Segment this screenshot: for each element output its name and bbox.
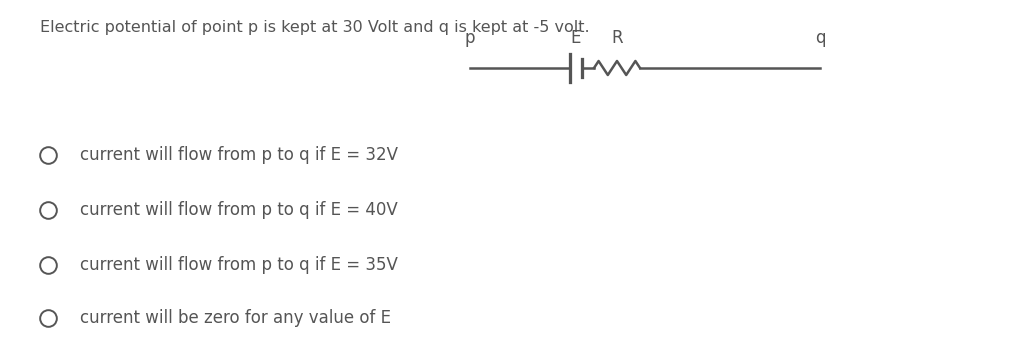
Text: Electric potential of point p is kept at 30 Volt and q is kept at -5 volt.: Electric potential of point p is kept at… bbox=[40, 20, 590, 35]
Text: current will flow from p to q if E = 35V: current will flow from p to q if E = 35V bbox=[80, 256, 398, 274]
Text: current will flow from p to q if E = 32V: current will flow from p to q if E = 32V bbox=[80, 146, 398, 164]
Text: current will be zero for any value of E: current will be zero for any value of E bbox=[80, 309, 391, 327]
Text: q: q bbox=[815, 29, 825, 47]
Text: current will flow from p to q if E = 40V: current will flow from p to q if E = 40V bbox=[80, 201, 397, 219]
Text: E: E bbox=[570, 29, 582, 47]
Text: R: R bbox=[611, 29, 623, 47]
Text: p: p bbox=[465, 29, 475, 47]
